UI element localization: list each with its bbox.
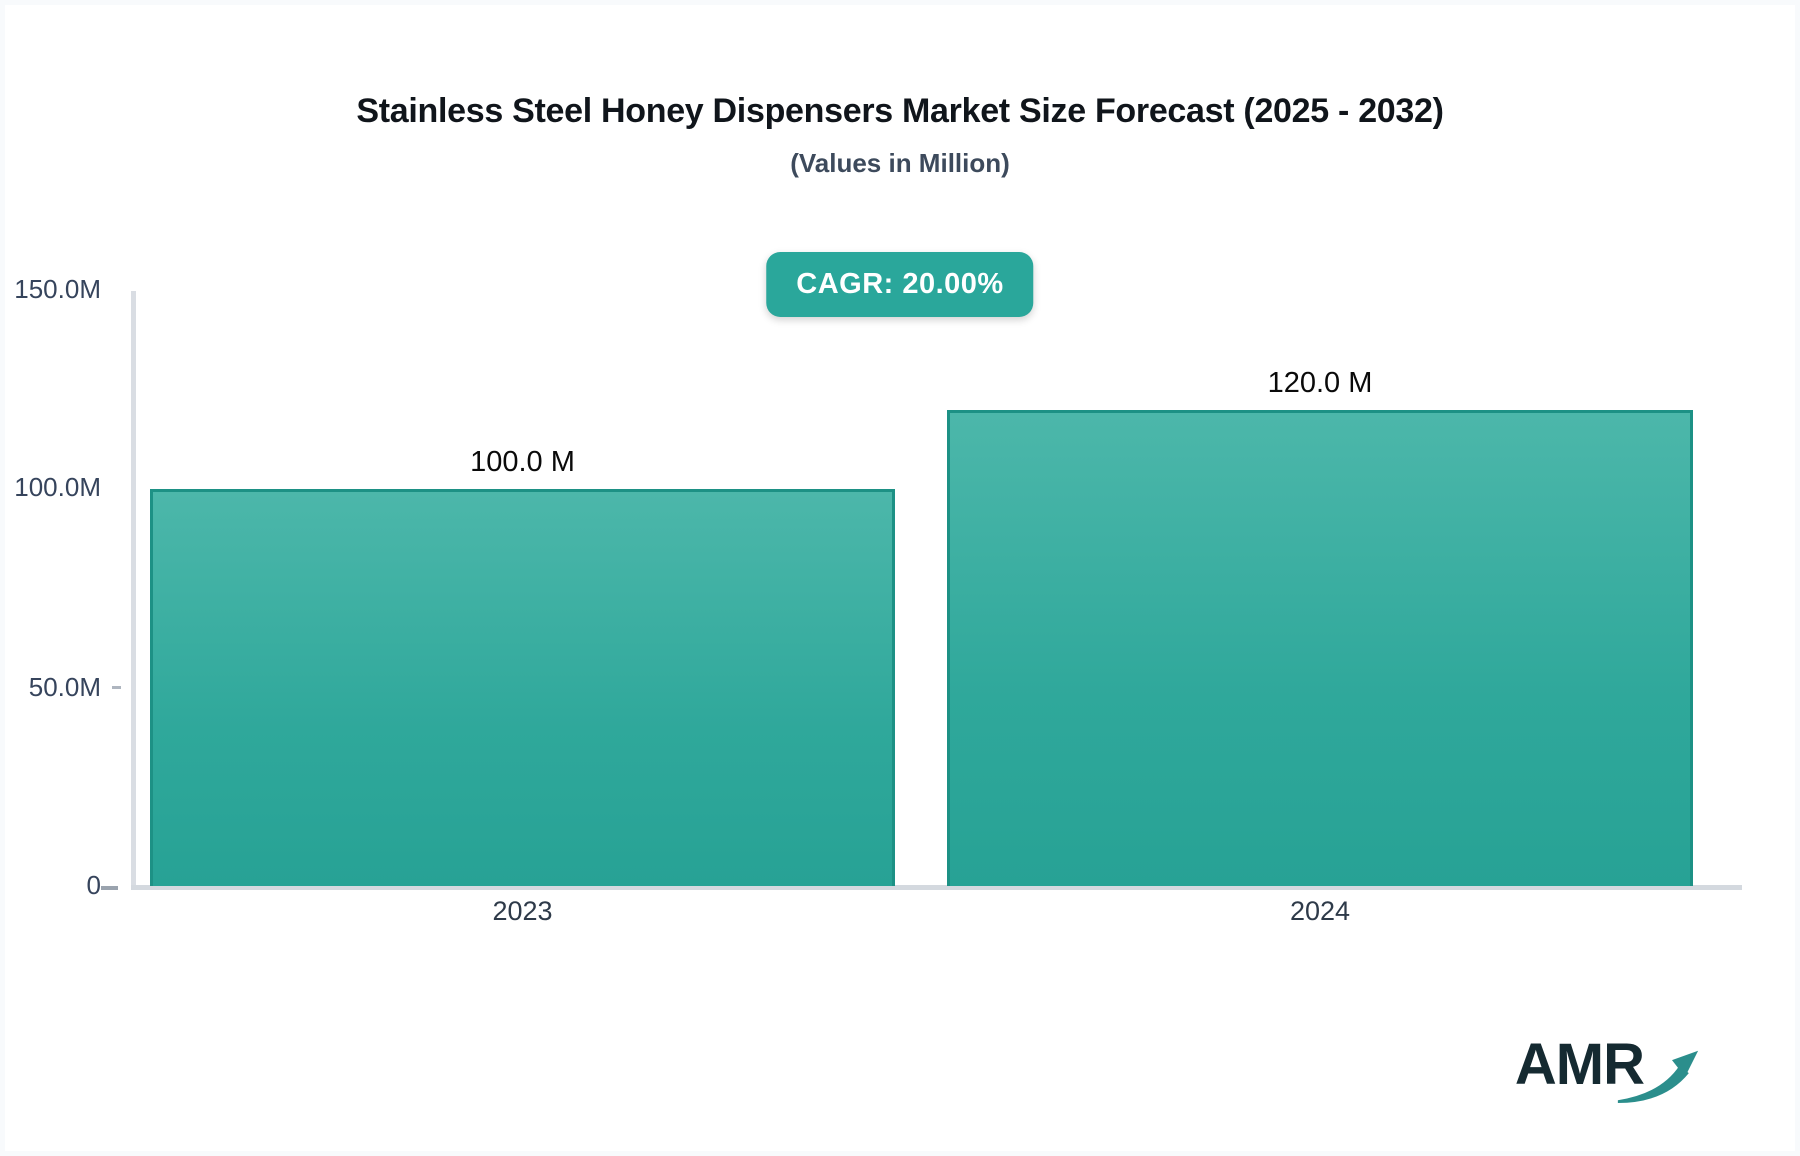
amr-logo: AMR xyxy=(1515,1036,1700,1106)
y-axis-line xyxy=(131,291,136,886)
bar-2024 xyxy=(947,410,1693,886)
bar-value-label-2024: 120.0 M xyxy=(1267,367,1373,399)
cagr-badge: CAGR: 20.00% xyxy=(766,252,1034,317)
x-axis-line xyxy=(131,885,1742,890)
bar-2023 xyxy=(150,489,895,886)
y-axis-tick-mark-0 xyxy=(101,886,118,890)
amr-logo-text: AMR xyxy=(1514,1032,1645,1097)
y-axis-tick-label-100: 100.0M xyxy=(14,472,101,502)
bar-group-2023: 100.0 M xyxy=(150,446,895,886)
bar-group-2024: 120.0 M xyxy=(947,367,1693,886)
y-axis-tick-label-50: 50.0M xyxy=(28,672,101,702)
x-axis-label-2024: 2024 xyxy=(1289,896,1351,926)
x-axis-label-2023: 2023 xyxy=(492,896,553,926)
y-axis-tick-label-0: 0 xyxy=(86,870,101,900)
y-axis-tick-mark-50 xyxy=(112,686,121,689)
trend-up-arrow-icon xyxy=(1617,1050,1699,1103)
chart-title: Stainless Steel Honey Dispensers Market … xyxy=(356,92,1444,130)
bar-value-label-2023: 100.0 M xyxy=(470,446,575,478)
chart-subtitle: (Values in Million) xyxy=(790,148,1010,178)
y-axis-tick-label-150: 150.0M xyxy=(14,274,101,304)
